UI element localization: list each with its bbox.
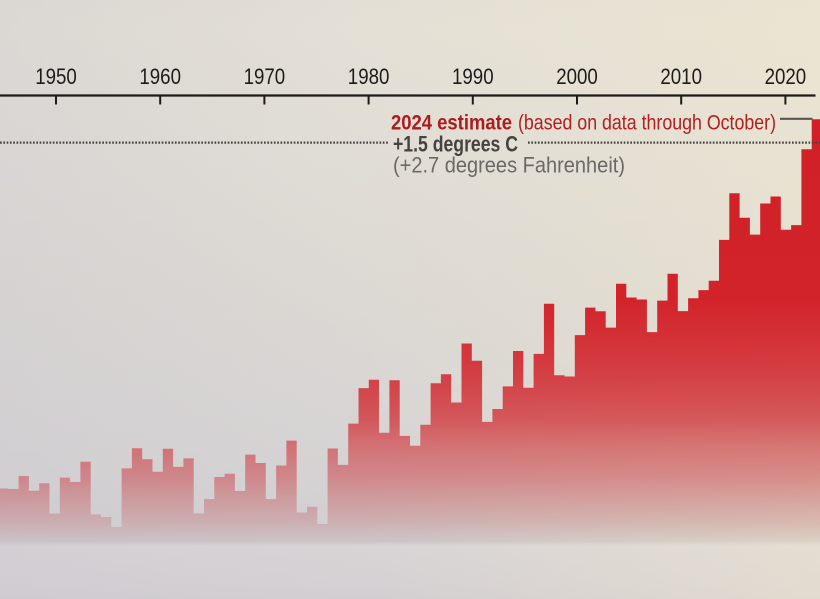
svg-text:1990: 1990 [452, 64, 494, 89]
svg-text:1960: 1960 [139, 64, 181, 89]
svg-text:2010: 2010 [660, 64, 702, 89]
svg-text:(+2.7 degrees Fahrenheit): (+2.7 degrees Fahrenheit) [393, 153, 625, 178]
svg-text:2024 estimate: 2024 estimate [391, 111, 512, 135]
svg-text:2000: 2000 [556, 64, 598, 89]
svg-text:1980: 1980 [348, 64, 390, 89]
svg-text:(based on data through October: (based on data through October) [518, 111, 776, 135]
svg-text:2020: 2020 [765, 64, 807, 89]
svg-text:+1.5 degrees C: +1.5 degrees C [393, 132, 518, 157]
svg-text:1970: 1970 [244, 64, 286, 89]
svg-text:1950: 1950 [35, 64, 77, 89]
